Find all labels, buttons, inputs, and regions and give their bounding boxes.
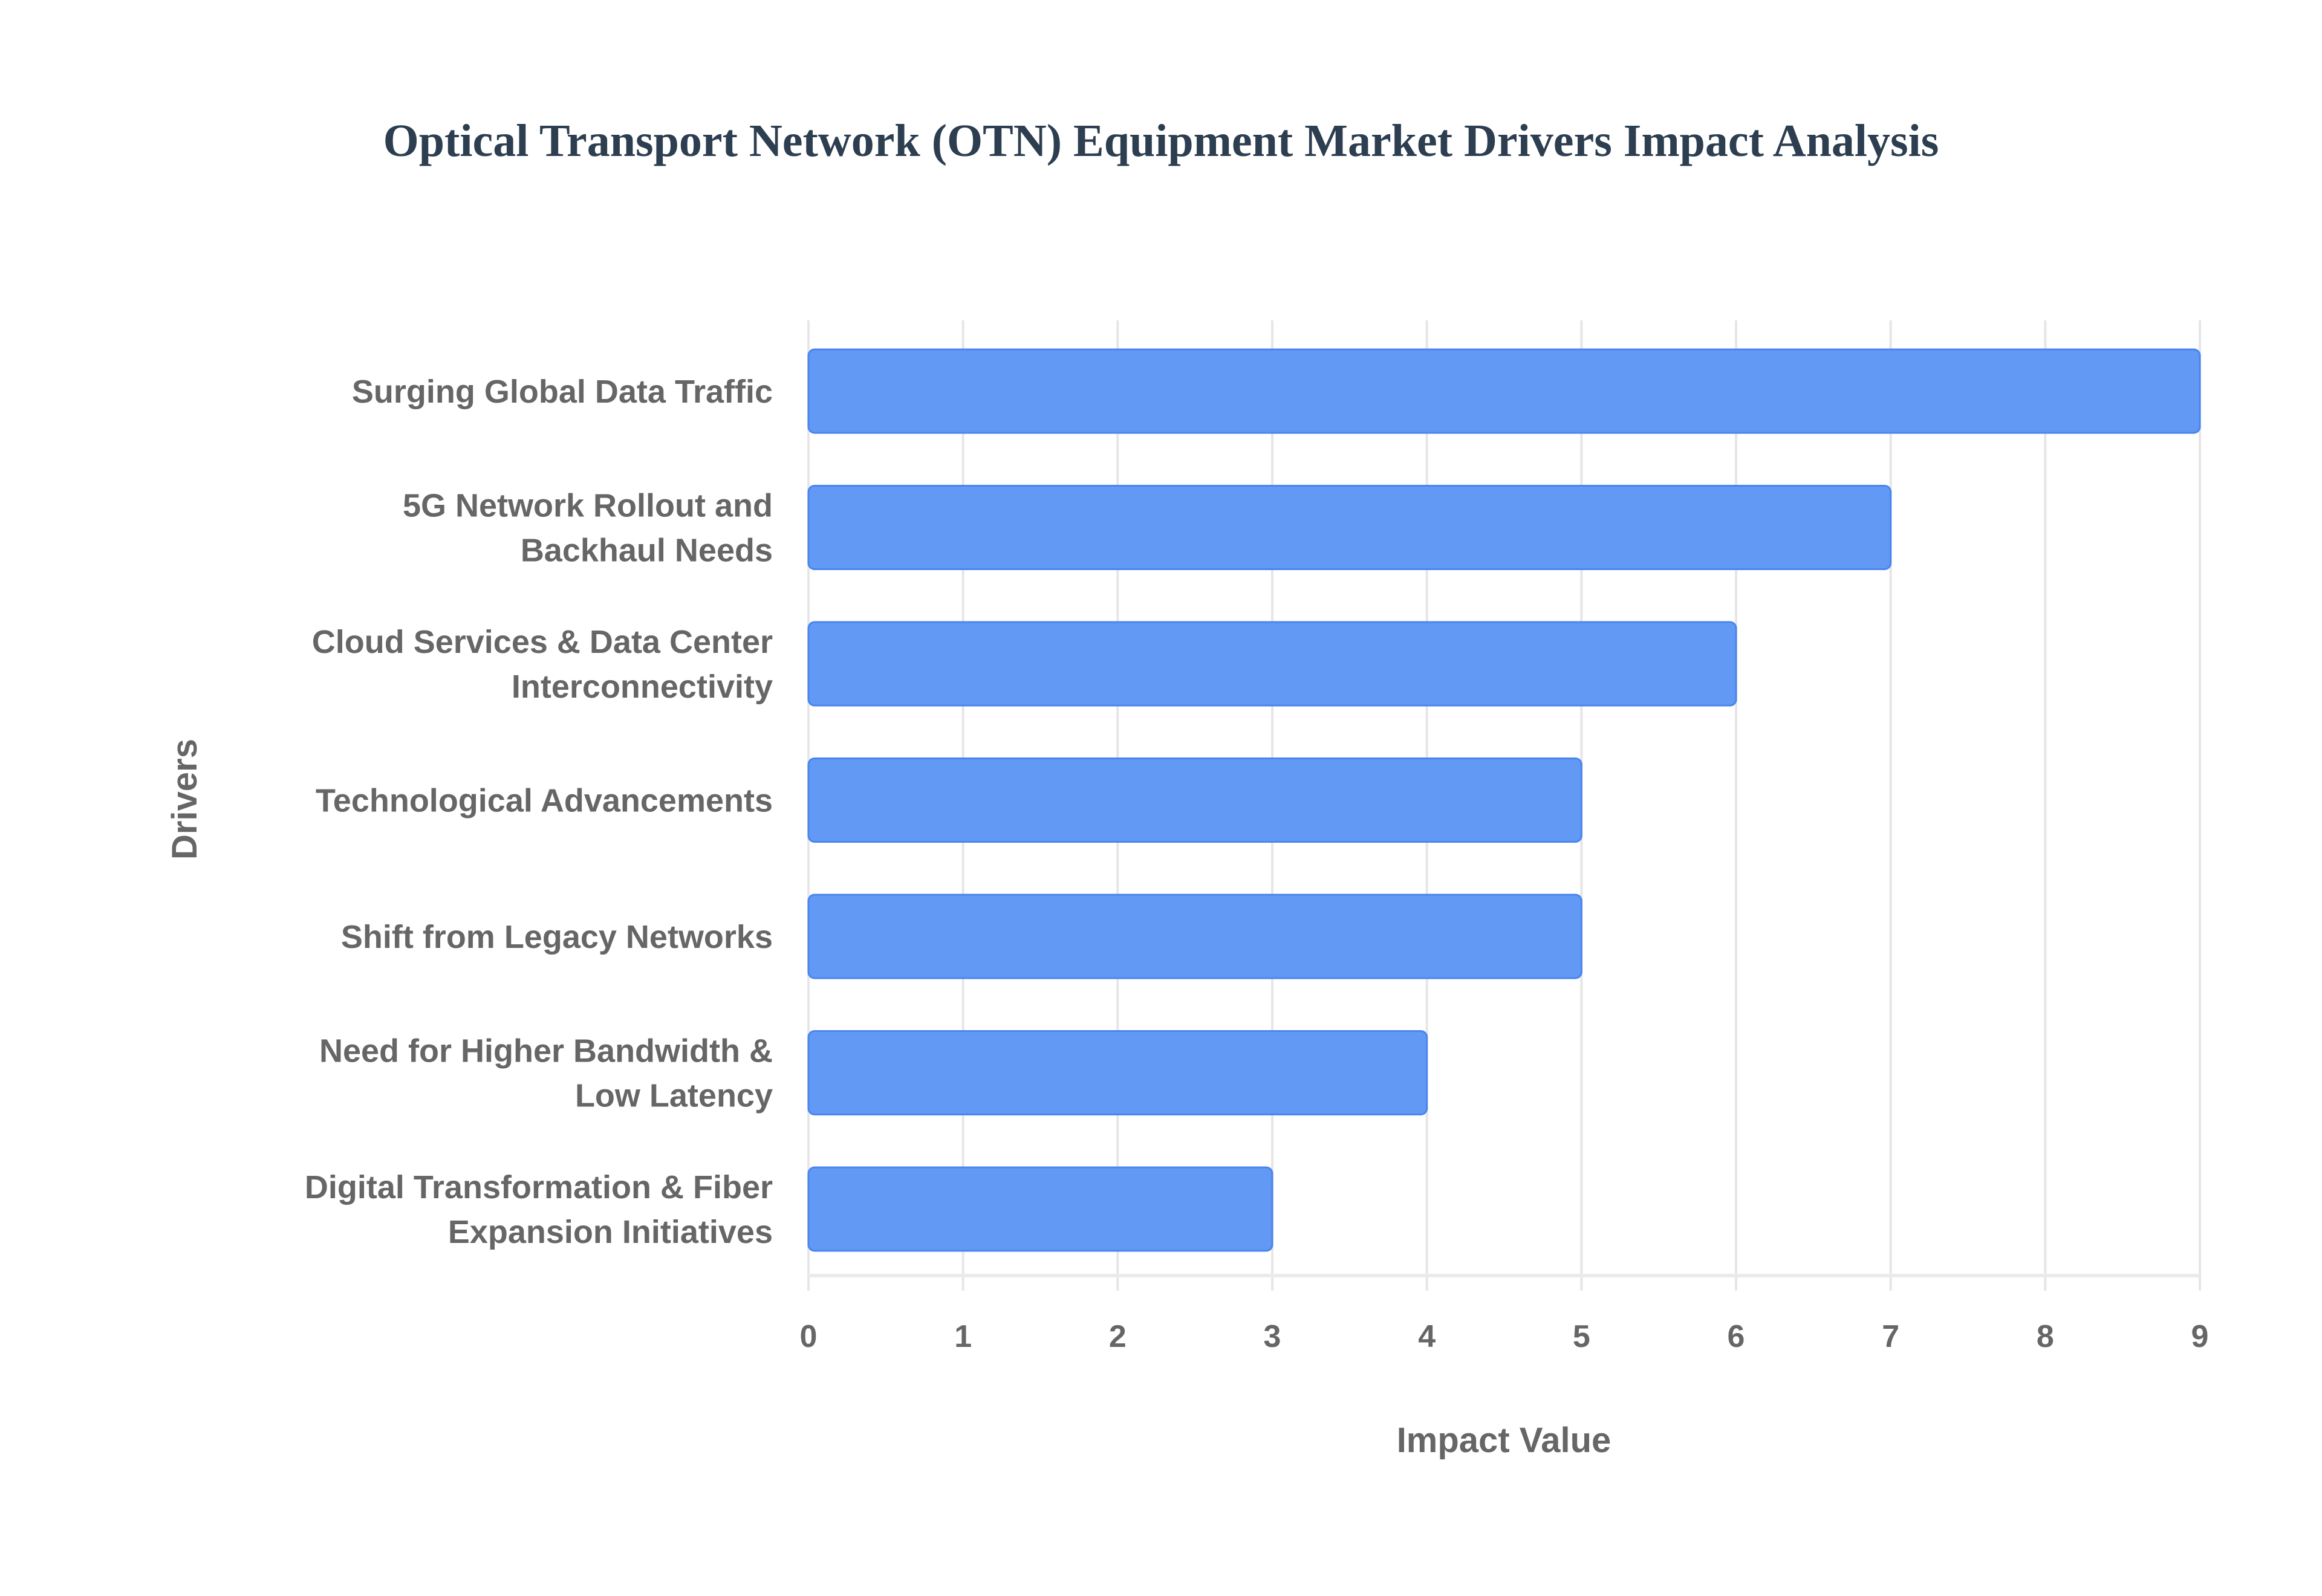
bar[interactable] [807,757,1582,843]
bar[interactable] [807,348,2201,434]
bar[interactable] [807,1030,1428,1115]
bar[interactable] [807,894,1582,979]
bar[interactable] [807,621,1737,707]
category-label: Backhaul Needs [521,533,773,569]
category-labels: Surging Global Data Traffic 5G Network Ro… [305,374,773,1250]
category-label: Technological Advancements [316,783,773,819]
chart-title: Optical Transport Network (OTN) Equipmen… [383,115,1939,166]
x-tick-label: 8 [2037,1319,2054,1354]
category-label: Digital Transformation & Fiber [305,1169,773,1205]
category-label: Low Latency [575,1078,773,1114]
x-tick-label: 2 [1109,1319,1127,1354]
category-label: 5G Network Rollout and [403,488,773,524]
x-axis-title: Impact Value [1397,1421,1611,1460]
x-tick-label: 4 [1418,1319,1436,1354]
x-tick-label: 3 [1264,1319,1281,1354]
x-tick-label: 7 [1882,1319,1899,1354]
category-label: Shift from Legacy Networks [341,919,773,955]
y-axis-title: Drivers [165,739,204,860]
category-label: Need for Higher Bandwidth & [319,1033,773,1069]
bar[interactable] [807,485,1892,570]
x-tick-labels: 0 1 2 3 4 5 6 7 8 9 [800,1319,2209,1354]
x-tick-label: 5 [1573,1319,1590,1354]
x-tick-label: 6 [1728,1319,1745,1354]
category-label: Cloud Services & Data Center [312,624,773,660]
bar[interactable] [807,1166,1273,1252]
x-tick-label: 9 [2191,1319,2209,1354]
x-tick-label: 0 [800,1319,818,1354]
bars [807,348,2201,1252]
category-label: Interconnectivity [512,669,773,705]
x-tick-label: 1 [954,1319,972,1354]
category-label: Surging Global Data Traffic [352,374,773,410]
category-label: Expansion Initiatives [448,1214,773,1250]
